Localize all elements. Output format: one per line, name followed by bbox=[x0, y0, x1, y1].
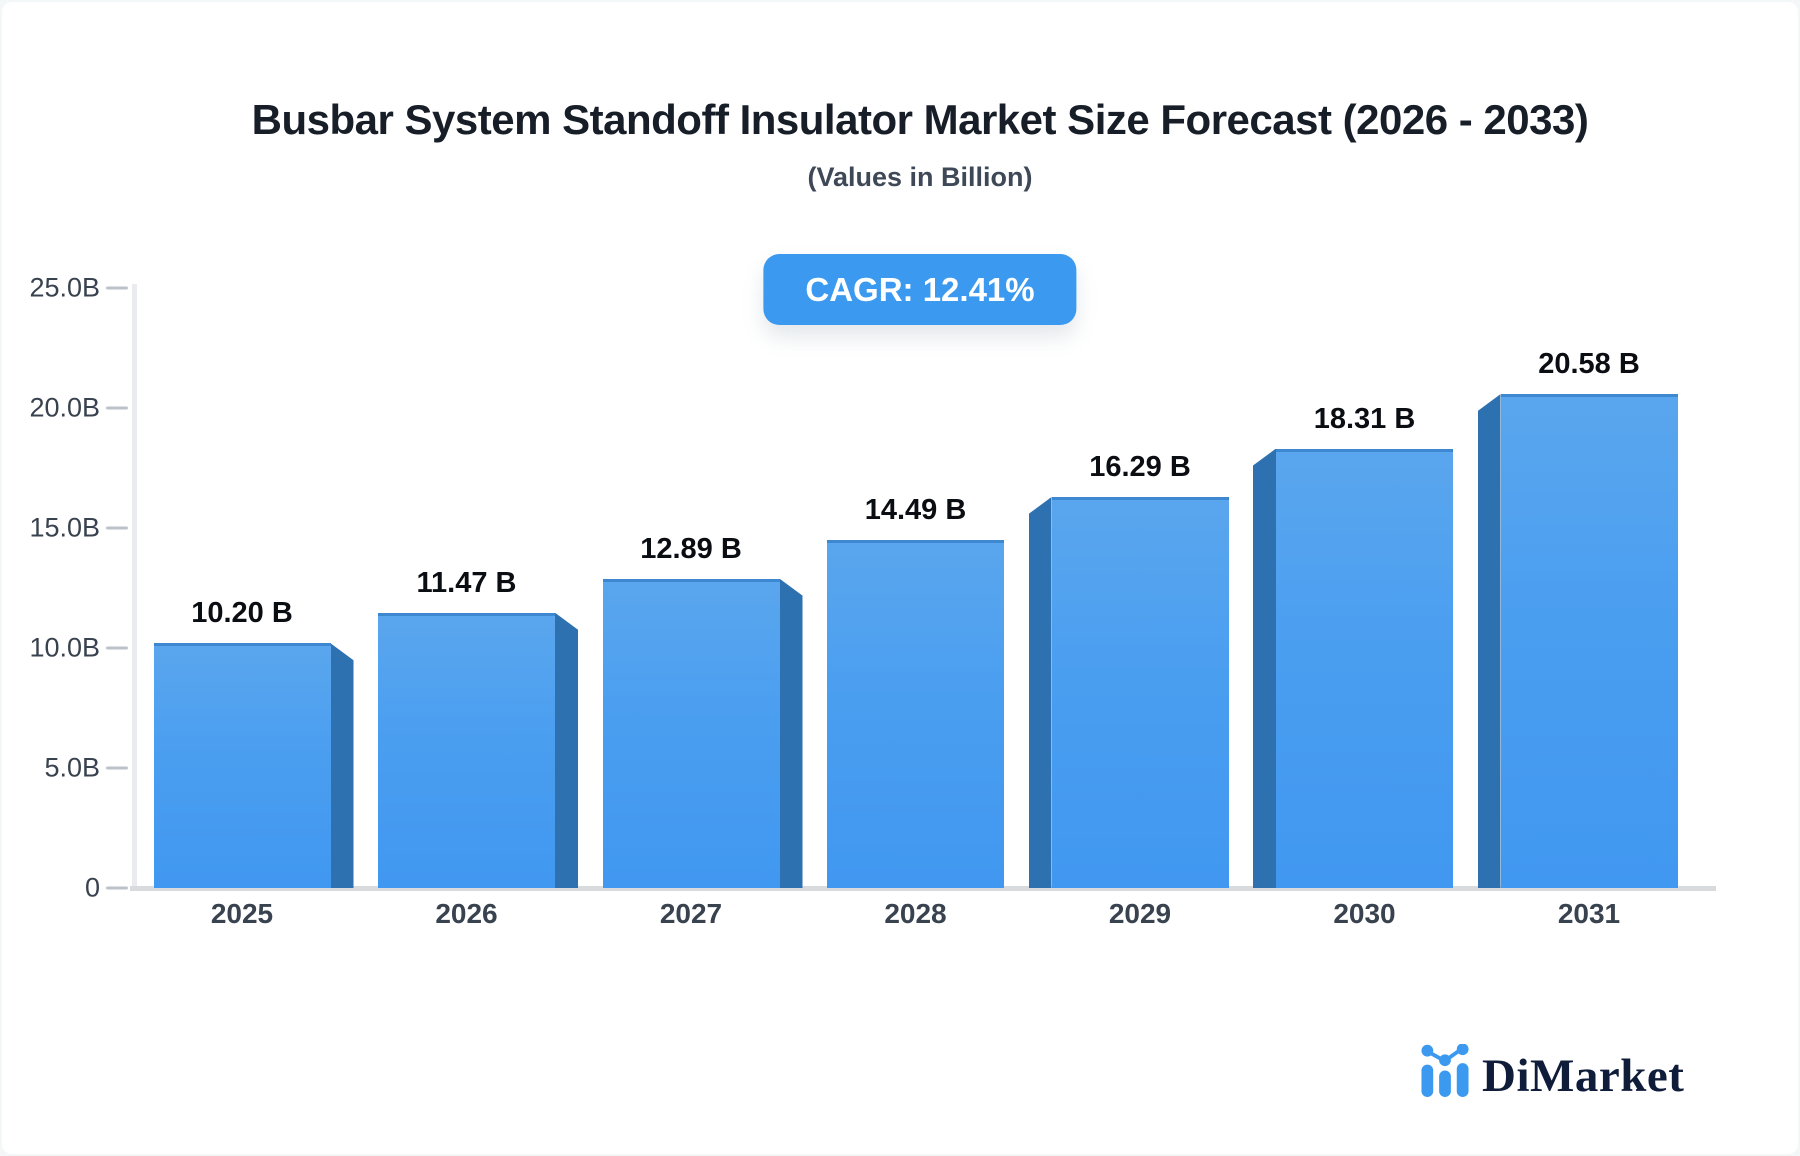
x-axis-tick-label: 2030 bbox=[1333, 898, 1396, 929]
y-axis-tick-label: 10.0B bbox=[29, 632, 100, 663]
y-axis-tick-mark bbox=[106, 886, 128, 890]
bar-3d-side bbox=[779, 578, 803, 888]
bar-2026 bbox=[378, 612, 555, 888]
bar-2030 bbox=[1276, 448, 1453, 888]
brand-name: DiMarket bbox=[1482, 1050, 1685, 1102]
y-axis-tick-mark bbox=[106, 526, 128, 530]
y-axis-tick-mark bbox=[106, 406, 128, 410]
y-axis-tick-label: 15.0B bbox=[29, 512, 100, 543]
bar-3d-side bbox=[330, 643, 354, 888]
bar-value-label: 16.29 B bbox=[1089, 451, 1191, 484]
chart-title: Busbar System Standoff Insulator Market … bbox=[251, 96, 1589, 143]
bar-3d-side bbox=[1028, 497, 1052, 888]
bar-value-label: 10.20 B bbox=[191, 597, 293, 630]
chart-subtitle: (Values in Billion) bbox=[807, 162, 1033, 192]
y-axis-tick-label: 0 bbox=[84, 872, 100, 903]
bar-value-label: 20.58 B bbox=[1538, 348, 1640, 381]
bar-value-label: 14.49 B bbox=[864, 494, 967, 527]
y-axis-tick-mark bbox=[106, 646, 128, 650]
x-axis-tick-label: 2028 bbox=[884, 898, 947, 929]
x-axis-tick-label: 2026 bbox=[435, 898, 498, 929]
bar-2031 bbox=[1500, 394, 1678, 888]
y-axis-tick-label: 20.0B bbox=[29, 392, 100, 423]
bar-3d-side bbox=[555, 612, 578, 888]
bar-2027 bbox=[602, 578, 780, 888]
y-axis-tick-mark bbox=[106, 286, 128, 290]
bar-3d-side bbox=[1253, 448, 1276, 888]
cagr-badge: CAGR: 12.41% bbox=[763, 254, 1077, 325]
y-axis-tick-label: 5.0B bbox=[44, 752, 100, 783]
bar-line-chart-icon bbox=[1421, 1044, 1469, 1097]
x-axis-tick-label: 2025 bbox=[210, 898, 274, 929]
bar-value-label: 18.31 B bbox=[1313, 402, 1416, 435]
x-axis-line bbox=[130, 886, 1716, 891]
bar-value-label: 12.89 B bbox=[640, 532, 742, 565]
x-axis-tick-label: 2029 bbox=[1108, 898, 1172, 929]
bar-value-label: 11.47 B bbox=[416, 566, 517, 599]
bar-2025 bbox=[153, 643, 331, 888]
bar-2029 bbox=[1051, 497, 1229, 888]
y-axis-tick-mark bbox=[106, 766, 128, 770]
y-axis-tick-label: 25.0B bbox=[29, 272, 100, 303]
x-axis-tick-label: 2031 bbox=[1557, 898, 1621, 929]
bar-3d-side bbox=[1477, 394, 1501, 888]
y-axis-line bbox=[132, 284, 137, 891]
brand-logo: DiMarket bbox=[1420, 1044, 1684, 1100]
bar-2028 bbox=[827, 540, 1004, 888]
x-axis-tick-label: 2027 bbox=[659, 898, 723, 929]
